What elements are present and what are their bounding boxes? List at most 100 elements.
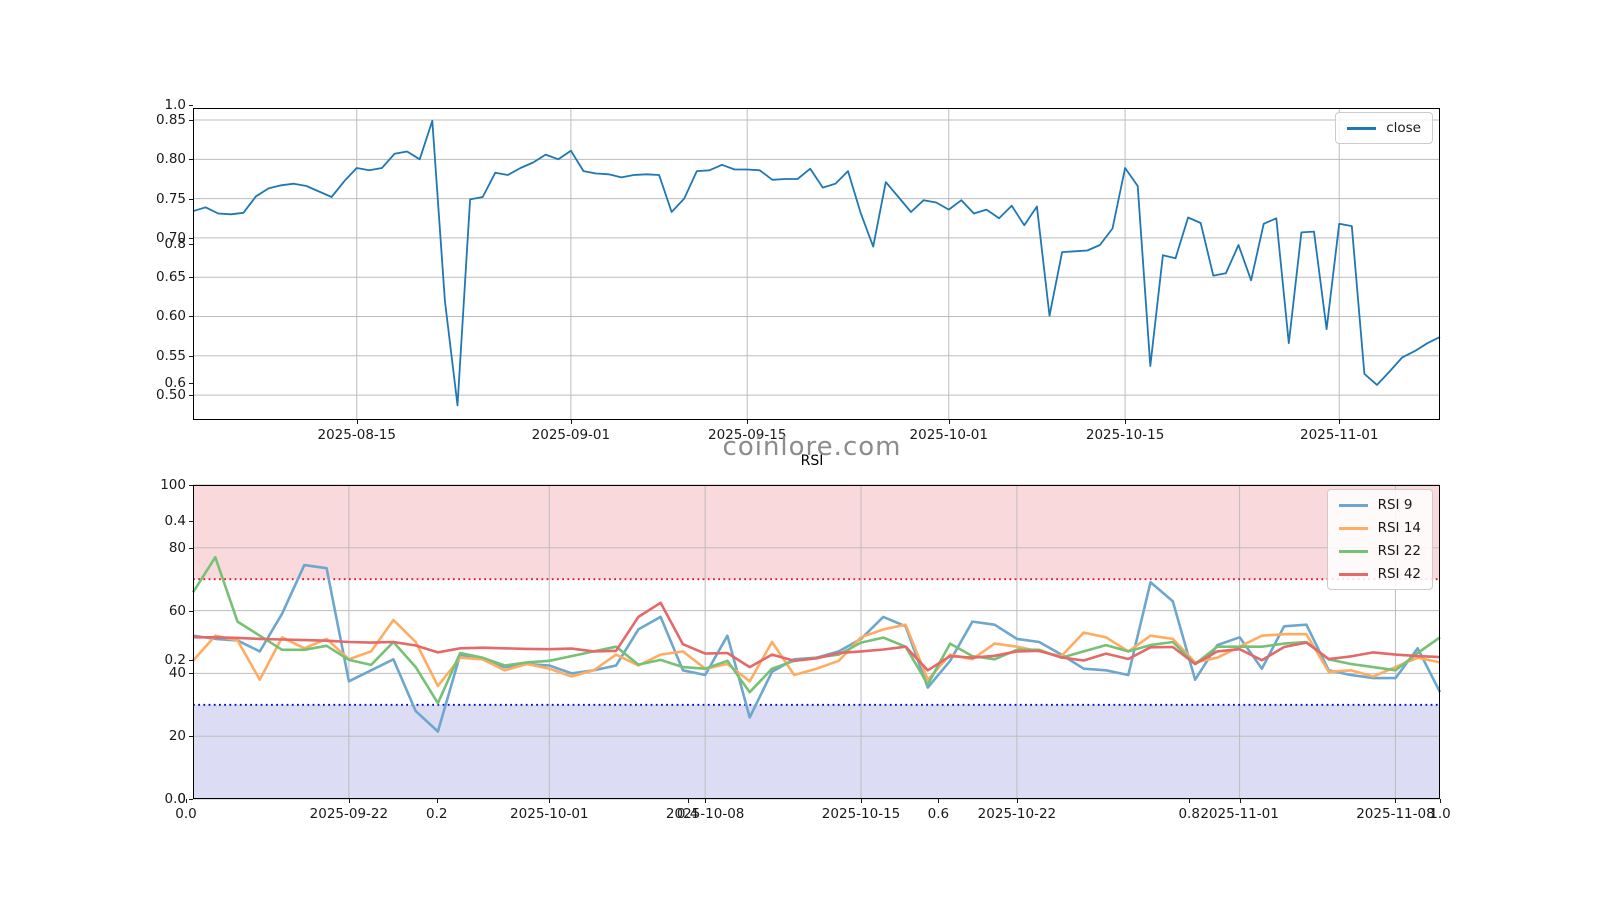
- y-tick-mark: [189, 237, 193, 239]
- x-tick-label: 2025-08-15: [317, 427, 396, 443]
- watermark: coinlore.com: [722, 432, 902, 462]
- y-tick-label: 0: [177, 791, 186, 807]
- x-tick-label: 2025-09-15: [707, 427, 787, 443]
- rsi-42-legend-swatch: [1338, 572, 1368, 576]
- outer-x-tick-label: 0.4: [676, 806, 699, 822]
- x-tick-label: 2025-11-08: [1356, 806, 1435, 822]
- outer-y-tick-mark: [189, 105, 193, 106]
- x-tick-label: 2025-11-01: [1200, 806, 1279, 822]
- legend-item-rsi-14: RSI 14: [1338, 520, 1421, 536]
- outer-x-tick-label: 0.6: [927, 806, 950, 822]
- outer-y-tick-mark: [189, 243, 193, 245]
- x-tick-label: 2025-10-22: [977, 806, 1057, 822]
- oversold-band: [193, 704, 1440, 799]
- x-tick-label: 2025-11-01: [1299, 427, 1379, 443]
- x-tick-mark: [348, 799, 350, 803]
- outer-y-tick-label: 0.2: [164, 652, 186, 669]
- axes-spine: [193, 485, 1440, 799]
- x-tick-mark: [705, 799, 707, 803]
- close-legend-label: close: [1386, 120, 1421, 136]
- x-tick-mark: [356, 420, 358, 424]
- outer-y-tick-label: 0.6: [164, 374, 186, 391]
- price-chart-plot-area: [192, 108, 1441, 420]
- outer-y-tick-label: 0.0: [164, 791, 186, 807]
- outer-x-tick-label: 0.2: [426, 806, 448, 822]
- price-chart-legend: close: [1335, 112, 1433, 144]
- y-tick-mark: [189, 316, 193, 318]
- outer-y-tick-mark: [189, 382, 193, 384]
- y-tick-label: 0.85: [155, 112, 186, 129]
- y-tick-label: 0.80: [155, 151, 186, 168]
- outer-y-tick-label: 0.4: [164, 513, 186, 530]
- x-tick-mark: [549, 799, 551, 803]
- x-tick-mark: [861, 799, 863, 803]
- legend-item-rsi-42: RSI 42: [1338, 566, 1421, 582]
- rsi-42-line: [193, 601, 1441, 672]
- legend-item-rsi-9: RSI 9: [1338, 497, 1421, 513]
- rsi-22-legend-label: RSI 22: [1377, 543, 1421, 559]
- outer-x-tick-mark: [1440, 799, 1441, 803]
- outer-x-tick-mark: [436, 799, 438, 803]
- x-tick-label: 2025-10-15: [1085, 427, 1165, 443]
- outer-x-tick-label: 0.0: [175, 806, 197, 822]
- x-tick-mark: [1125, 420, 1127, 424]
- x-tick-label: 2025-10-15: [821, 806, 901, 822]
- x-tick-label: 2025-09-01: [531, 427, 611, 443]
- outer-x-tick-mark: [938, 799, 940, 803]
- y-tick-mark: [189, 120, 193, 122]
- y-tick-mark: [189, 485, 193, 486]
- outer-y-tick-mark: [189, 799, 193, 800]
- y-tick-label: 0.60: [155, 308, 186, 325]
- x-tick-mark: [948, 420, 950, 424]
- y-tick-label: 0.50: [155, 387, 186, 404]
- outer-x-tick-mark: [687, 799, 689, 803]
- axes-spine: [193, 108, 1440, 420]
- x-tick-mark: [747, 420, 749, 424]
- y-tick-label: 0.75: [155, 190, 186, 207]
- y-tick-mark: [189, 159, 193, 161]
- legend-item-rsi-22: RSI 22: [1338, 543, 1421, 559]
- x-tick-mark: [1395, 799, 1397, 803]
- y-tick-mark: [189, 736, 193, 738]
- rsi-chart-plot-area: [191, 484, 1442, 800]
- x-tick-label: 2025-09-22: [309, 806, 389, 822]
- y-tick-mark: [189, 277, 193, 279]
- y-tick-label: 0.55: [155, 347, 186, 364]
- outer-y-tick-mark: [189, 521, 193, 523]
- y-tick-mark: [189, 198, 193, 200]
- legend-item-close: close: [1347, 120, 1421, 136]
- rsi-chart-legend: RSI 9 RSI 14 RSI 22 RSI 42: [1326, 489, 1433, 590]
- x-tick-label: 2025-10-01: [510, 806, 589, 822]
- overbought-band: [193, 485, 1440, 580]
- y-tick-mark: [189, 547, 193, 549]
- outer-y-tick-mark: [189, 660, 193, 662]
- outer-x-tick-label: 0.8: [1178, 806, 1200, 822]
- rsi-22-legend-swatch: [1338, 549, 1368, 553]
- y-tick-label: 40: [168, 665, 186, 682]
- outer-x-tick-mark: [1189, 799, 1191, 803]
- rsi-9-legend-label: RSI 9: [1377, 497, 1413, 513]
- close-line: [192, 119, 1441, 407]
- y-tick-mark: [189, 355, 193, 357]
- rsi-14-legend-label: RSI 14: [1377, 520, 1421, 536]
- y-tick-label: 100: [160, 477, 186, 493]
- y-tick-label: 60: [168, 602, 186, 619]
- close-legend-swatch: [1347, 126, 1377, 130]
- y-tick-label: 20: [168, 728, 186, 745]
- outer-x-tick-mark: [186, 799, 187, 803]
- x-tick-label: 2025-10-01: [909, 427, 988, 443]
- x-tick-label: 2025-10-08: [665, 806, 745, 822]
- outer-y-tick-label: 0.8: [164, 235, 186, 252]
- x-tick-mark: [570, 420, 572, 424]
- y-tick-mark: [189, 395, 193, 397]
- y-tick-label: 80: [168, 539, 186, 556]
- outer-y-tick-label: 1.0: [164, 97, 186, 113]
- y-tick-label: 0.65: [155, 269, 186, 286]
- rsi-42-legend-label: RSI 42: [1377, 566, 1421, 582]
- rsi-14-legend-swatch: [1338, 526, 1368, 530]
- outer-x-tick-label: 1.0: [1429, 806, 1451, 822]
- y-tick-label: 0.70: [155, 229, 186, 246]
- x-tick-mark: [1239, 799, 1241, 803]
- rsi-9-legend-swatch: [1338, 503, 1368, 507]
